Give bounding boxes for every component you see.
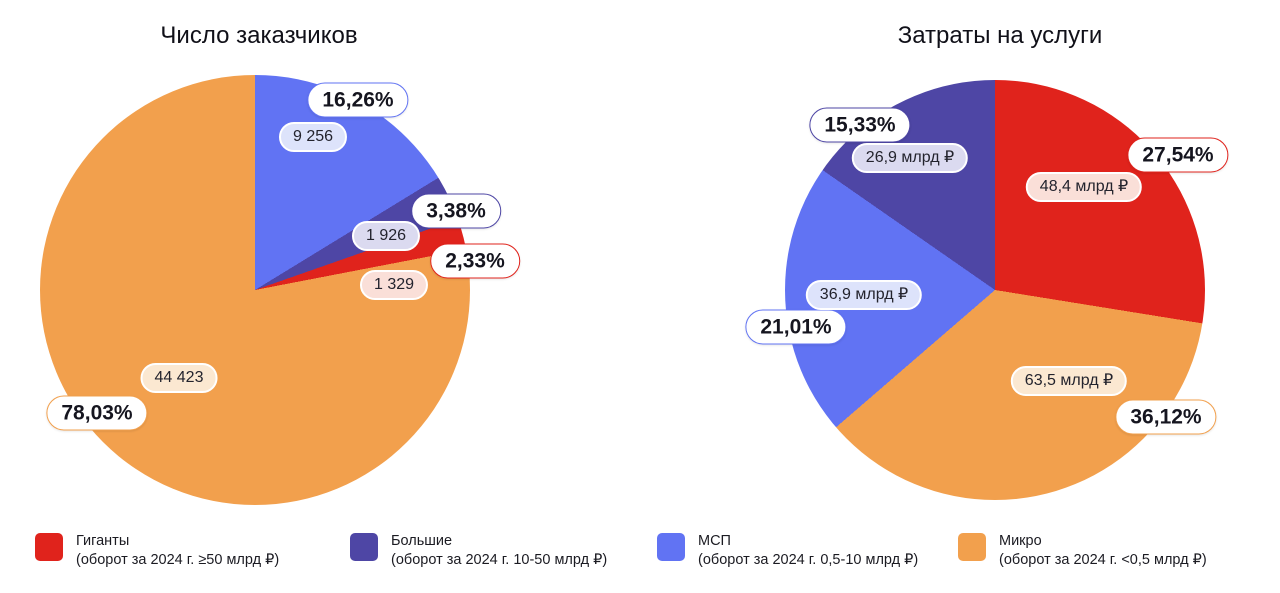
legend-item-giants: Гиганты (оборот за 2024 г. ≥50 млрд ₽) xyxy=(35,532,279,570)
legend-label: Гиганты xyxy=(76,533,130,549)
pie-customers xyxy=(40,75,470,505)
chart-title-customers: Число заказчиков xyxy=(160,22,358,49)
legend-subline: (оборот за 2024 г. ≥50 млрд ₽) xyxy=(76,551,280,568)
legend-subline: (оборот за 2024 г. 10-50 млрд ₽) xyxy=(391,551,608,568)
pie-spend xyxy=(785,80,1205,500)
legend-subline: (оборот за 2024 г. 0,5-10 млрд ₽) xyxy=(698,551,919,568)
chart-title-spend: Затраты на услуги xyxy=(897,22,1103,49)
legend-item-big: Большие (оборот за 2024 г. 10-50 млрд ₽) xyxy=(350,532,607,570)
legend-label: Большие xyxy=(391,533,453,549)
legend-label: МСП xyxy=(698,533,731,549)
legend-item-micro: Микро (оборот за 2024 г. <0,5 млрд ₽) xyxy=(958,532,1207,570)
legend-swatch-msp xyxy=(657,533,685,561)
legend-swatch-big xyxy=(350,533,378,561)
legend-subline: (оборот за 2024 г. <0,5 млрд ₽) xyxy=(999,551,1207,568)
legend-swatch-micro xyxy=(958,533,986,561)
legend-item-msp: МСП (оборот за 2024 г. 0,5-10 млрд ₽) xyxy=(657,532,918,570)
legend-swatch-giants xyxy=(35,533,63,561)
legend-label: Микро xyxy=(999,533,1042,549)
